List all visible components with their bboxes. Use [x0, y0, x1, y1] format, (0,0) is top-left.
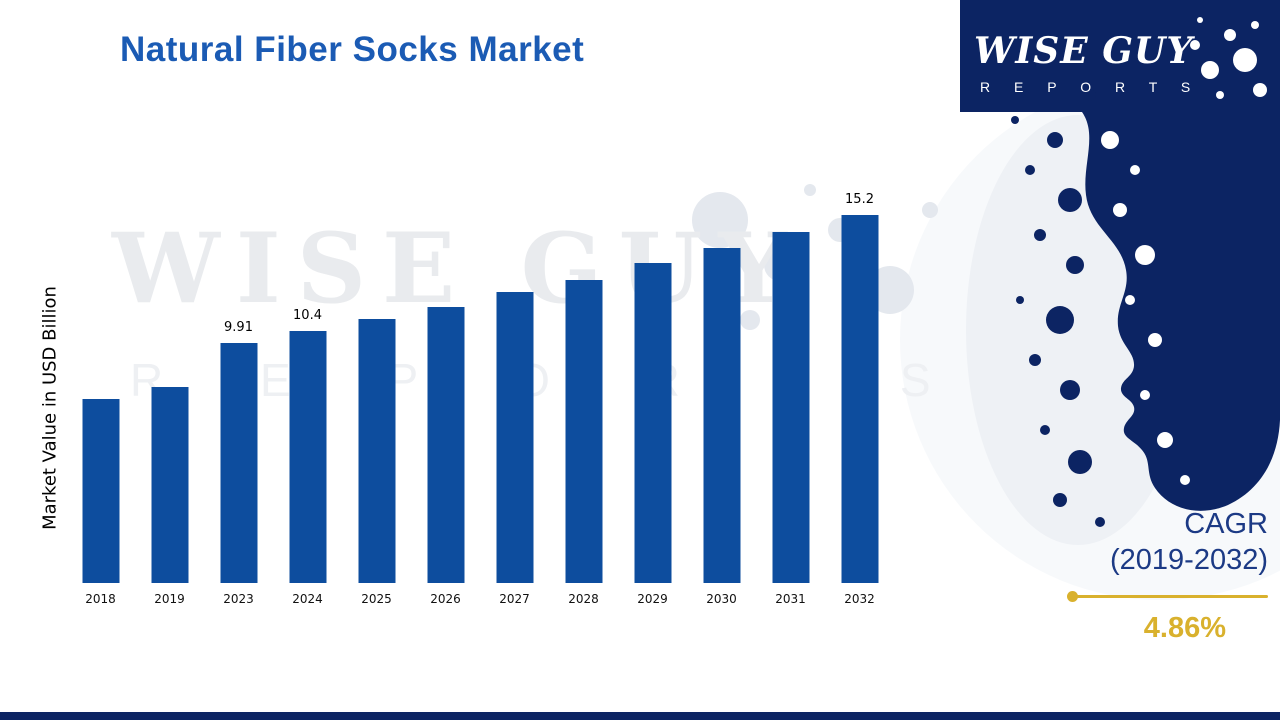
x-tick-2018: 2018: [85, 592, 116, 606]
bar-2026: [427, 306, 464, 583]
logo: WISE GUY R E P O R T S: [974, 30, 1214, 95]
x-tick-2027: 2027: [499, 592, 530, 606]
bar-column-2032: 15.2: [825, 183, 894, 583]
watermark-line1: WISE GUY: [112, 212, 803, 325]
bar-column-2028: [549, 183, 618, 583]
page-title: Natural Fiber Socks Market: [120, 30, 585, 69]
cagr-range: (2019-2032): [1110, 544, 1268, 577]
divider-dot: [1067, 590, 1078, 602]
x-tick-2031: 2031: [775, 592, 806, 606]
bar-column-2023: 9.91: [204, 183, 273, 583]
bar-column-2031: [756, 183, 825, 583]
bar-2028: [565, 279, 602, 583]
x-tick-2023: 2023: [223, 592, 254, 606]
bar-column-2024: 10.4: [273, 183, 342, 583]
x-tick-2026: 2026: [430, 592, 461, 606]
bar-2018: [82, 398, 119, 583]
cagr-value: 4.86%: [1143, 611, 1226, 644]
cagr-block: CAGR (2019-2032) 4.86%: [1008, 506, 1268, 645]
bar-2027: [496, 292, 533, 583]
bar-column-2025: [342, 183, 411, 583]
bar-2031: [772, 231, 809, 583]
bottom-strip: [0, 712, 1280, 720]
bar-2019: [151, 386, 188, 583]
cagr-heading: CAGR: [1184, 508, 1268, 540]
bar-2023: [220, 342, 257, 583]
bar-plot: 9.91 10.4 15.2: [66, 183, 894, 583]
bar-column-2029: [618, 183, 687, 583]
bar-value-label-2023: 9.91: [224, 319, 253, 335]
x-tick-2025: 2025: [361, 592, 392, 606]
bar-2029: [634, 263, 671, 583]
bar-value-label-2024: 10.4: [293, 307, 322, 323]
bar-column-2030: [687, 183, 756, 583]
logo-name: WISE GUY: [974, 30, 1194, 72]
bar-column-2027: [480, 183, 549, 583]
y-axis-label: Market Value in USD Billion: [39, 286, 61, 530]
logo-tagline: R E P O R T S: [980, 79, 1201, 95]
x-tick-2029: 2029: [637, 592, 668, 606]
wiseguy-face-graphic: [960, 0, 1280, 545]
white-dot-pattern: [1101, 17, 1267, 485]
x-tick-2032: 2032: [844, 592, 875, 606]
x-tick-2024: 2024: [292, 592, 323, 606]
x-tick-2019: 2019: [154, 592, 185, 606]
bar-column-2026: [411, 183, 480, 583]
navy-dot-pattern: [1011, 89, 1105, 527]
bar-column-2019: [135, 183, 204, 583]
x-tick-2030: 2030: [706, 592, 737, 606]
x-axis: 2018 2019 2023 2024 2025 2026 2027 2028 2029 2030…: [66, 592, 894, 606]
bar-2025: [358, 318, 395, 583]
x-tick-2028: 2028: [568, 592, 599, 606]
bar-column-2018: [66, 183, 135, 583]
cagr-divider-line: [1067, 590, 1268, 602]
bar-value-label-2032: 15.2: [845, 191, 874, 207]
bar-2032: [841, 214, 878, 583]
bar-2024: [289, 330, 326, 583]
bar-2030: [703, 248, 740, 583]
navy-head-shape: [960, 0, 1280, 511]
